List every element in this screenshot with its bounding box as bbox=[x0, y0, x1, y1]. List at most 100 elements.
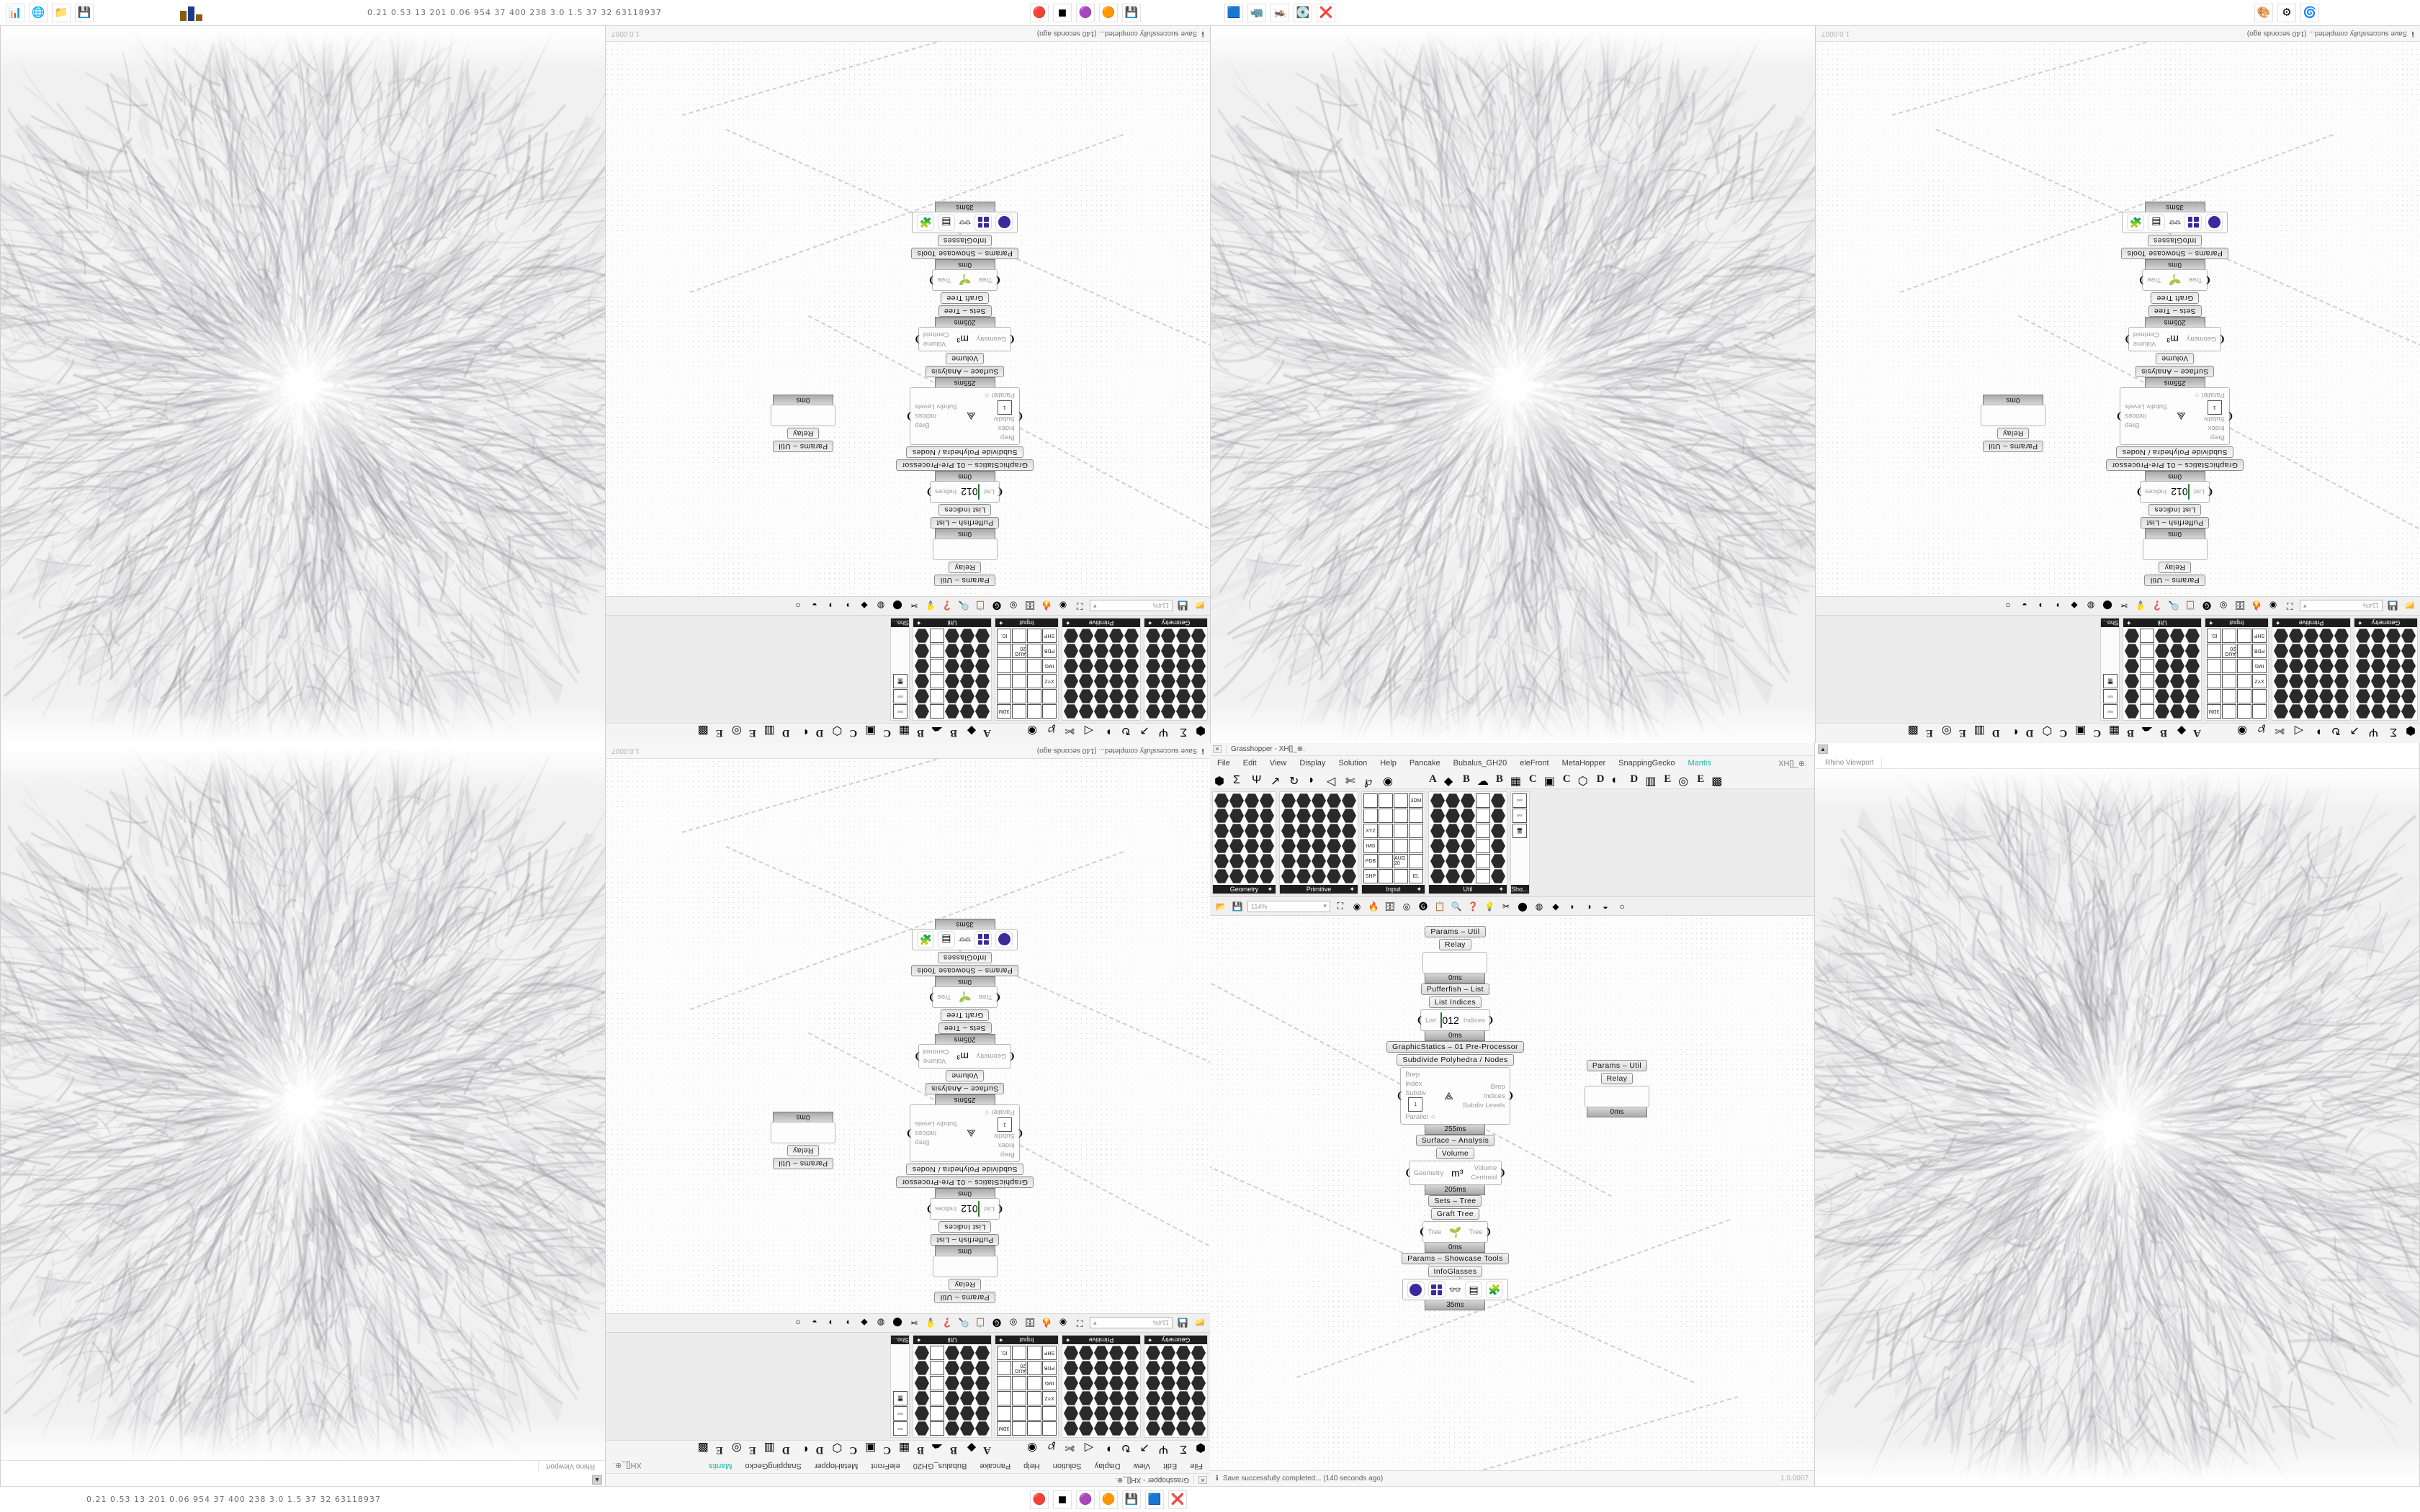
toolbar-icon-scissors-icon[interactable]: ◍ bbox=[877, 1318, 885, 1328]
component-icon[interactable] bbox=[2170, 674, 2184, 688]
toolbar-icon-help-icon[interactable]: ✂ bbox=[1502, 901, 1510, 912]
ribbon-icon-curve-icon[interactable]: ↻ bbox=[1289, 775, 1299, 788]
toolbar-icon-help-icon[interactable]: ✂ bbox=[910, 600, 918, 611]
component-icon[interactable] bbox=[2334, 644, 2349, 658]
palette-expand-arrow[interactable]: ✦ bbox=[1267, 886, 1273, 893]
toolbar-icon-teal-icon[interactable]: ◒ bbox=[1603, 901, 1608, 912]
component-icon[interactable] bbox=[1394, 839, 1408, 853]
component-icon[interactable] bbox=[1446, 824, 1460, 838]
component-icon[interactable] bbox=[1327, 839, 1341, 853]
component-icon[interactable] bbox=[1176, 704, 1191, 719]
component-icon[interactable] bbox=[975, 1406, 990, 1421]
node-list-indices[interactable]: Pufferfish – List List Indices ❨ List 012 Ind… bbox=[2136, 471, 2214, 528]
node-body[interactable]: ❨ List 012 Indices ❩ bbox=[926, 1198, 1004, 1220]
component-icon[interactable] bbox=[1109, 644, 1124, 658]
component-icon[interactable] bbox=[945, 629, 959, 643]
component-icon[interactable] bbox=[2125, 659, 2139, 673]
ribbon-icon-mesh-icon[interactable]: ◁ bbox=[2294, 724, 2303, 737]
parallel-toggle[interactable]: ○ bbox=[985, 1108, 990, 1116]
component-icon[interactable]: AUG 20 bbox=[1012, 1361, 1026, 1375]
component-icon[interactable]: 3DM bbox=[997, 704, 1011, 719]
component-ribbon[interactable]: Geometry ✦ Primitive ✦ 3DM XYZ IMG PDB AUG 20 SHP… bbox=[606, 1332, 1210, 1440]
ribbon-tab-icon-2[interactable]: ▦ bbox=[2109, 724, 2120, 737]
component-icon[interactable] bbox=[1124, 674, 1139, 688]
toolbar-icon-search-icon[interactable]: 💡 bbox=[925, 1318, 936, 1328]
glasses-icon[interactable]: 👓 bbox=[2168, 217, 2182, 229]
component-icon[interactable] bbox=[2222, 629, 2236, 643]
menu-item-mantis[interactable]: Mantis bbox=[709, 1462, 732, 1470]
component-icon[interactable] bbox=[2170, 659, 2184, 673]
palette-grid[interactable] bbox=[1213, 792, 1276, 885]
component-icon[interactable] bbox=[1229, 854, 1244, 868]
output-pin[interactable]: ❩ bbox=[928, 275, 936, 286]
ribbon-icon-intersect-icon[interactable]: ✄ bbox=[1065, 724, 1075, 737]
glasses-icon[interactable]: 👓 bbox=[958, 934, 972, 946]
toolbar-icon-zoom-extents-icon[interactable]: 🔥 bbox=[1368, 901, 1379, 912]
component-icon[interactable]: IMG bbox=[1042, 1376, 1057, 1390]
menu-bar[interactable]: File Edit View Display Solution Help Pancake Bu… bbox=[1210, 756, 1814, 770]
component-icon[interactable] bbox=[975, 1421, 990, 1436]
component-icon[interactable] bbox=[1176, 1376, 1191, 1390]
component-icon[interactable] bbox=[975, 1361, 990, 1375]
node-body[interactable]: 👓 ▤ 🧩 bbox=[911, 929, 1018, 950]
node-volume[interactable]: Surface – Analysis Volume ❨ Geometry m³ Volum… bbox=[914, 1034, 1016, 1094]
component-icon[interactable] bbox=[1214, 869, 1229, 883]
component-icon[interactable] bbox=[1260, 809, 1274, 823]
infoglasses-toolbar[interactable]: 👓 ▤ 🧩 bbox=[1407, 1281, 1504, 1298]
component-icon[interactable] bbox=[1064, 1376, 1078, 1390]
node-chain-side[interactable]: Params – Util Relay 0ms bbox=[1585, 1060, 1649, 1117]
component-icon[interactable] bbox=[1064, 1346, 1078, 1360]
component-icon[interactable] bbox=[1027, 1406, 1041, 1421]
ribbon-icon-transform-icon[interactable]: ℘ bbox=[1047, 1441, 1056, 1454]
component-icon[interactable] bbox=[1176, 659, 1191, 673]
component-icon[interactable] bbox=[1379, 854, 1393, 868]
component-icon[interactable] bbox=[930, 659, 944, 673]
component-ribbon[interactable]: Geometry ✦ Primitive ✦ 3DM XYZ IMG PDB AUG 20 SHP… bbox=[606, 615, 1210, 723]
component-icon[interactable] bbox=[2334, 689, 2349, 703]
toolbar-icon-preview-icon[interactable]: 🗄 bbox=[1024, 600, 1036, 611]
component-icon[interactable] bbox=[2237, 644, 2251, 658]
component-icon[interactable] bbox=[997, 674, 1011, 688]
toolbar-icon-gha-icon[interactable]: 🔍 bbox=[2168, 600, 2179, 611]
component-icon[interactable] bbox=[1296, 839, 1311, 853]
component-icon[interactable] bbox=[915, 644, 929, 658]
ribbon-tab-3[interactable]: C bbox=[2093, 727, 2102, 739]
chart-icon[interactable]: 📊 bbox=[6, 3, 24, 22]
chevron-down-icon[interactable]: ▾ bbox=[1093, 603, 1097, 610]
component-icon[interactable] bbox=[1146, 1391, 1160, 1405]
menu-item-pancake[interactable]: Pancake bbox=[980, 1462, 1011, 1470]
node-chain-side[interactable]: Params – Util Relay 0ms bbox=[771, 1112, 835, 1169]
component-icon[interactable] bbox=[975, 1346, 990, 1360]
node-body[interactable]: ❨ Tree 🌱 Tree ❩ bbox=[928, 986, 1002, 1008]
ribbon-tab-icon-2[interactable]: ▦ bbox=[899, 724, 910, 737]
component-icon[interactable] bbox=[1161, 674, 1175, 688]
component-icon[interactable] bbox=[975, 674, 990, 688]
component-icon[interactable]: XYZ bbox=[1042, 674, 1057, 688]
component-icon[interactable] bbox=[1342, 869, 1356, 883]
component-icon[interactable] bbox=[2207, 674, 2221, 688]
component-icon[interactable] bbox=[2170, 704, 2184, 719]
ribbon-icon-display-icon[interactable]: ◉ bbox=[1383, 775, 1393, 788]
ribbon-tab-6[interactable]: D bbox=[781, 727, 790, 739]
component-icon[interactable] bbox=[2125, 704, 2139, 719]
palette-grid[interactable] bbox=[1144, 627, 1207, 720]
component-icon[interactable] bbox=[1146, 644, 1160, 658]
ribbon-tab-0[interactable]: A bbox=[983, 1444, 991, 1456]
component-icon[interactable] bbox=[2170, 689, 2184, 703]
component-icon[interactable] bbox=[1079, 689, 1093, 703]
component-icon[interactable] bbox=[1191, 1361, 1206, 1375]
palette-grid[interactable]: 3DM XYZ IMG PDB AUG 20 SHP ID. bbox=[2205, 627, 2268, 720]
component-icon[interactable] bbox=[1476, 824, 1490, 838]
component-icon[interactable] bbox=[1409, 824, 1423, 838]
viewport-canvas[interactable] bbox=[1, 743, 605, 1460]
component-icon[interactable] bbox=[997, 1376, 1011, 1390]
component-icon[interactable] bbox=[1161, 689, 1175, 703]
component-icon[interactable] bbox=[930, 689, 944, 703]
component-icon[interactable] bbox=[1079, 1421, 1093, 1436]
component-icon[interactable] bbox=[1296, 869, 1311, 883]
ribbon-icon-intersect-icon[interactable]: ✄ bbox=[1345, 775, 1355, 788]
node-relay[interactable]: Params – Util Relay 0ms bbox=[1422, 926, 1488, 984]
component-icon[interactable] bbox=[2170, 629, 2184, 643]
